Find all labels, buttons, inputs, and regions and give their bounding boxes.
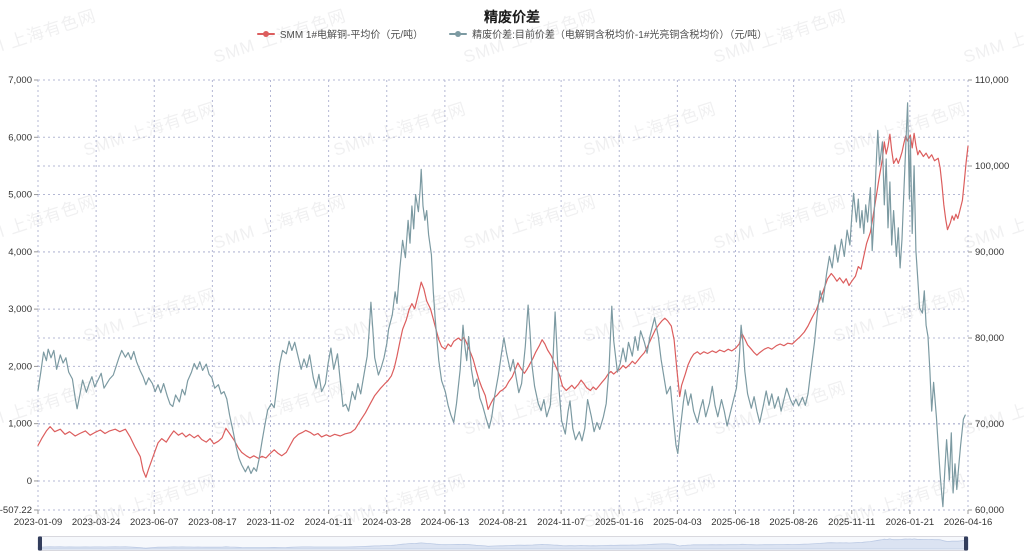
x-axis-label: 2025-11-11 bbox=[828, 517, 875, 528]
left-axis-label: 2,000 bbox=[8, 361, 32, 372]
x-axis-label: 2023-11-02 bbox=[247, 517, 295, 528]
x-axis-label: 2025-06-18 bbox=[711, 517, 760, 528]
legend-dot-icon bbox=[455, 30, 462, 37]
x-axis-label: 2023-03-24 bbox=[72, 517, 121, 528]
left-axis-label: 6,000 bbox=[8, 132, 32, 143]
right-axis-label: 70,000 bbox=[975, 419, 1004, 430]
x-axis-label: 2024-08-21 bbox=[479, 517, 528, 528]
x-axis-label: 2024-06-13 bbox=[421, 517, 470, 528]
left-axis-label: -507.22 bbox=[0, 505, 32, 516]
left-axis-label: 4,000 bbox=[8, 247, 32, 258]
legend-dot-icon bbox=[262, 30, 269, 37]
x-axis-label: 2026-04-16 bbox=[944, 517, 993, 528]
left-axis-label: 7,000 bbox=[8, 75, 32, 86]
right-axis-label: 110,000 bbox=[975, 75, 1009, 86]
x-axis-label: 2023-06-07 bbox=[130, 517, 179, 528]
left-axis-label: 3,000 bbox=[8, 304, 32, 315]
x-axis-label: 2025-08-26 bbox=[769, 517, 818, 528]
x-axis-label: 2024-03-28 bbox=[362, 517, 411, 528]
legend-item-price-spread[interactable]: 精废价差:目前价差（电解铜含税均价-1#光亮铜含税均价）（元/吨） bbox=[449, 26, 767, 41]
legend-label-copper-price: SMM 1#电解铜-平均价（元/吨） bbox=[279, 30, 424, 41]
x-axis-label: 2023-08-17 bbox=[188, 517, 237, 528]
x-axis-label: 2023-01-09 bbox=[14, 517, 63, 528]
x-axis-label: 2024-11-07 bbox=[537, 517, 585, 528]
left-axis-label: 1,000 bbox=[8, 419, 32, 430]
right-axis-label: 80,000 bbox=[975, 333, 1004, 344]
slider-handle-right[interactable] bbox=[964, 536, 968, 551]
right-axis-label: 60,000 bbox=[975, 505, 1004, 516]
x-axis-label: 2025-04-03 bbox=[653, 517, 702, 528]
legend-item-copper-price[interactable]: SMM 1#电解铜-平均价（元/吨） bbox=[256, 26, 424, 41]
line-series-marker-icon bbox=[256, 29, 275, 38]
axis-labels: -507.22 0 1,000 2,000 3,000 4,000 5,000 6,000 7,… bbox=[0, 75, 1009, 528]
legend-label-price-spread: 精废价差:目前价差（电解铜含税均价-1#光亮铜含税均价）（元/吨） bbox=[472, 30, 768, 41]
right-axis-label: 100,000 bbox=[975, 161, 1009, 172]
series-line-price-spread bbox=[37, 102, 966, 508]
left-axis-label: 5,000 bbox=[8, 190, 32, 201]
left-axis-label: 0 bbox=[27, 476, 32, 487]
line-series-marker-icon bbox=[449, 29, 468, 38]
chart-title: 精废价差 bbox=[484, 9, 540, 25]
plot-area[interactable] bbox=[38, 80, 968, 510]
legend: SMM 1#电解铜-平均价（元/吨） 精废价差:目前价差（电解铜含税均价-1#光… bbox=[0, 26, 1024, 41]
right-axis-label: 90,000 bbox=[975, 247, 1004, 258]
x-axis-label: 2024-01-11 bbox=[305, 517, 353, 528]
x-axis-label: 2025-01-16 bbox=[595, 517, 644, 528]
slider-mini-chart bbox=[37, 538, 969, 550]
axis-ticks bbox=[34, 79, 972, 514]
slider-handle-left[interactable] bbox=[38, 536, 42, 551]
x-axis-label: 2026-01-21 bbox=[886, 517, 935, 528]
